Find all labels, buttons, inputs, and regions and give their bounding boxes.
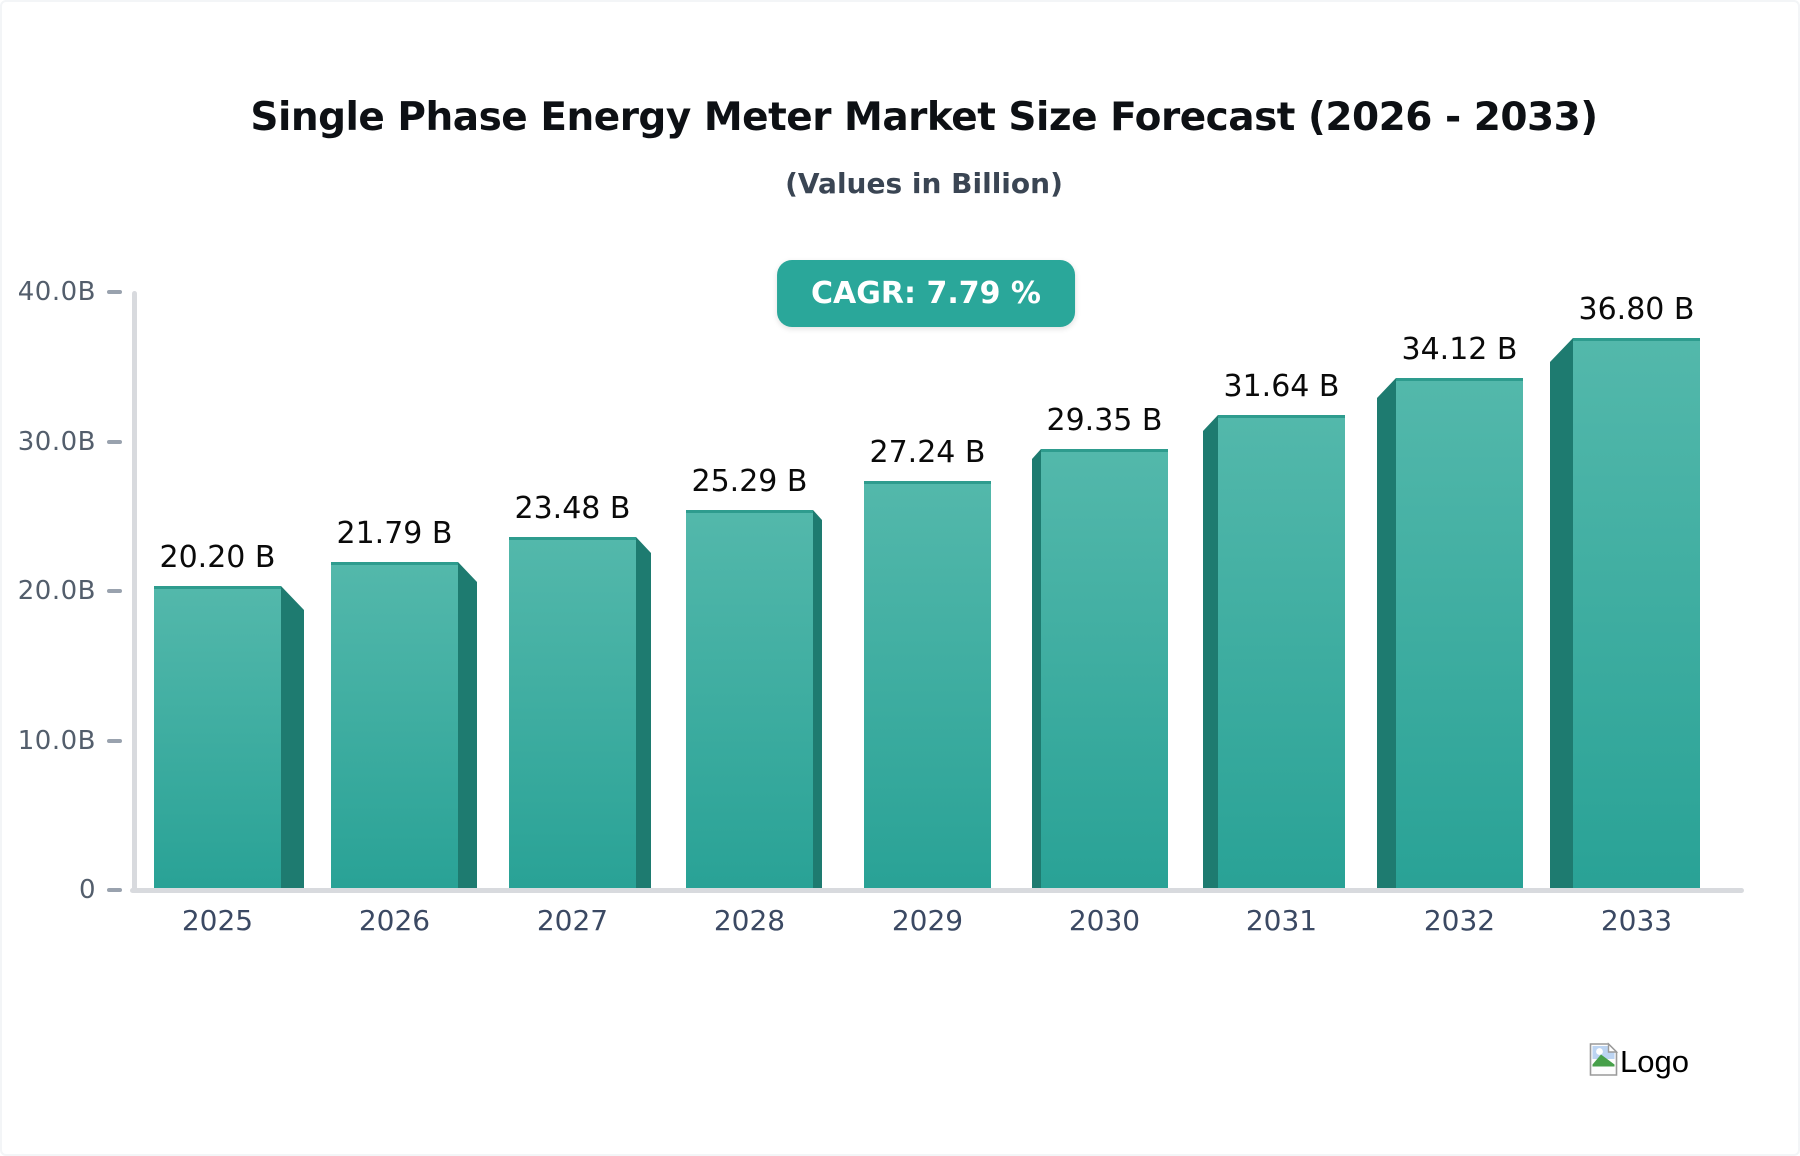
y-axis-tick bbox=[107, 888, 122, 892]
bar-side-face bbox=[636, 537, 651, 888]
x-axis-label: 2033 bbox=[1600, 904, 1673, 937]
x-axis-label: 2032 bbox=[1423, 904, 1496, 937]
bar-side-face bbox=[813, 510, 822, 888]
x-axis-label: 2026 bbox=[358, 904, 431, 937]
bar-2027 bbox=[509, 537, 636, 888]
cagr-badge: CAGR: 7.79 % bbox=[777, 260, 1075, 327]
bar-value-label: 21.79 B bbox=[336, 516, 453, 551]
bar-2032 bbox=[1396, 378, 1523, 888]
bar-value-label: 27.24 B bbox=[869, 435, 986, 470]
y-axis-tick bbox=[107, 589, 122, 593]
bar-value-label: 23.48 B bbox=[514, 491, 631, 526]
y-axis-tick bbox=[107, 290, 122, 294]
x-axis-label: 2027 bbox=[536, 904, 609, 937]
x-axis-label: 2025 bbox=[181, 904, 254, 937]
bar-value-label: 36.80 B bbox=[1578, 292, 1695, 327]
bar-2025 bbox=[154, 586, 281, 888]
bar-2029 bbox=[864, 481, 991, 888]
y-axis-line bbox=[132, 291, 137, 891]
logo: Logo bbox=[1588, 1042, 1689, 1082]
bar-value-label: 25.29 B bbox=[691, 464, 808, 499]
bar-2028 bbox=[686, 510, 813, 888]
x-axis-label: 2031 bbox=[1245, 904, 1318, 937]
bar-side-face bbox=[1203, 415, 1218, 888]
bar-value-label: 29.35 B bbox=[1046, 403, 1163, 438]
y-axis-tick bbox=[107, 440, 122, 444]
bar-2031 bbox=[1218, 415, 1345, 888]
bar-side-face bbox=[1377, 378, 1396, 888]
chart-title: Single Phase Energy Meter Market Size Fo… bbox=[250, 95, 1598, 140]
broken-image-icon bbox=[1588, 1042, 1619, 1082]
x-axis-line bbox=[130, 888, 1744, 893]
x-axis-label: 2029 bbox=[891, 904, 964, 937]
bar-2033 bbox=[1573, 338, 1700, 888]
bar-value-label: 31.64 B bbox=[1223, 369, 1340, 404]
x-axis-label: 2028 bbox=[713, 904, 786, 937]
bar-value-label: 34.12 B bbox=[1401, 332, 1518, 367]
chart-subtitle: (Values in Billion) bbox=[785, 167, 1063, 200]
bar-side-face bbox=[1032, 449, 1041, 888]
x-axis-label: 2030 bbox=[1068, 904, 1141, 937]
bar-value-label: 20.20 B bbox=[159, 540, 276, 575]
y-axis-label: 0 bbox=[78, 875, 96, 905]
y-axis-label: 30.0B bbox=[17, 427, 96, 457]
y-axis-label: 20.0B bbox=[17, 576, 96, 606]
bar-side-face bbox=[1550, 338, 1573, 888]
logo-text: Logo bbox=[1620, 1044, 1689, 1079]
y-axis-tick bbox=[107, 739, 122, 743]
bar-2026 bbox=[331, 562, 458, 888]
y-axis-label: 40.0B bbox=[17, 277, 96, 307]
bar-side-face bbox=[281, 586, 304, 888]
bar-side-face bbox=[458, 562, 477, 888]
y-axis-label: 10.0B bbox=[17, 726, 96, 756]
bar-2030 bbox=[1041, 449, 1168, 888]
